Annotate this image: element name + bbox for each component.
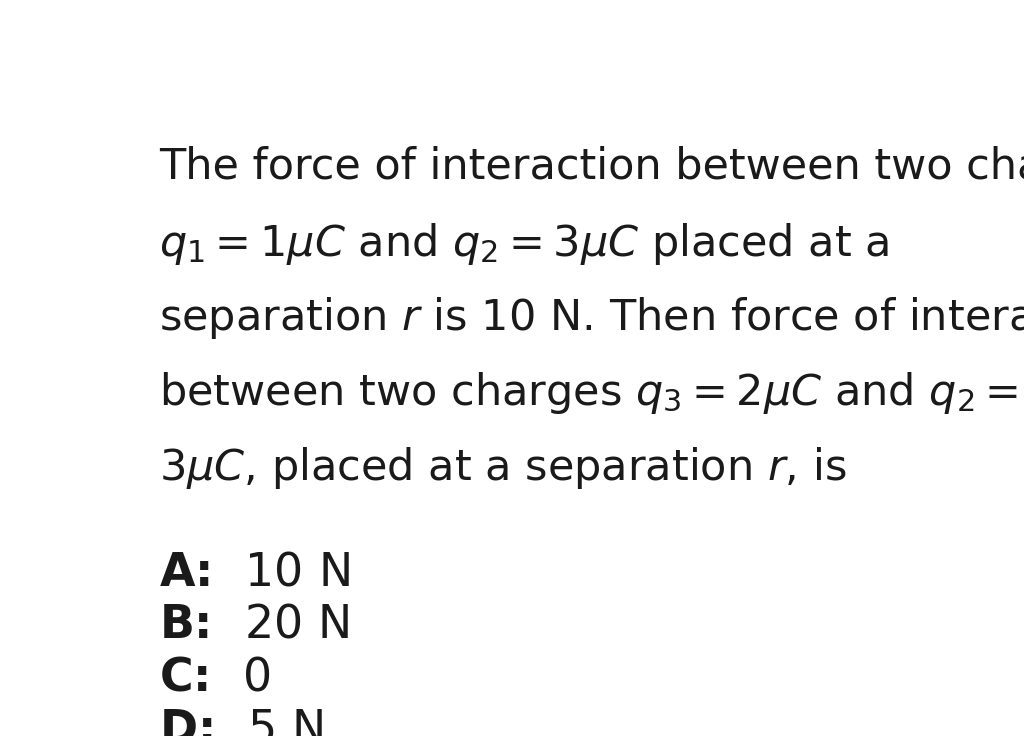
Text: between two charges $q_3 = 2\mu C$ and $q_2 =$: between two charges $q_3 = 2\mu C$ and $…: [159, 370, 1018, 416]
Text: $3\mu C$, placed at a separation $r$, is: $3\mu C$, placed at a separation $r$, is: [159, 445, 847, 491]
Text: separation $r$ is $10\ \mathrm{N}$. Then force of interaction: separation $r$ is $10\ \mathrm{N}$. Then…: [159, 295, 1024, 342]
Text: $\mathbf{D}$:  $5\ \mathrm{N}$: $\mathbf{D}$: $5\ \mathrm{N}$: [159, 707, 324, 736]
Text: $\mathbf{A}$:  $10\ \mathrm{N}$: $\mathbf{A}$: $10\ \mathrm{N}$: [159, 551, 350, 595]
Text: $\mathbf{C}$:  $0$: $\mathbf{C}$: $0$: [159, 655, 271, 700]
Text: The force of interaction between two charges: The force of interaction between two cha…: [159, 146, 1024, 188]
Text: $q_1 = 1\mu C$ and $q_2 = 3\mu C$ placed at a: $q_1 = 1\mu C$ and $q_2 = 3\mu C$ placed…: [159, 221, 889, 266]
Text: $\mathbf{B}$:  $20\ \mathrm{N}$: $\mathbf{B}$: $20\ \mathrm{N}$: [159, 603, 349, 648]
